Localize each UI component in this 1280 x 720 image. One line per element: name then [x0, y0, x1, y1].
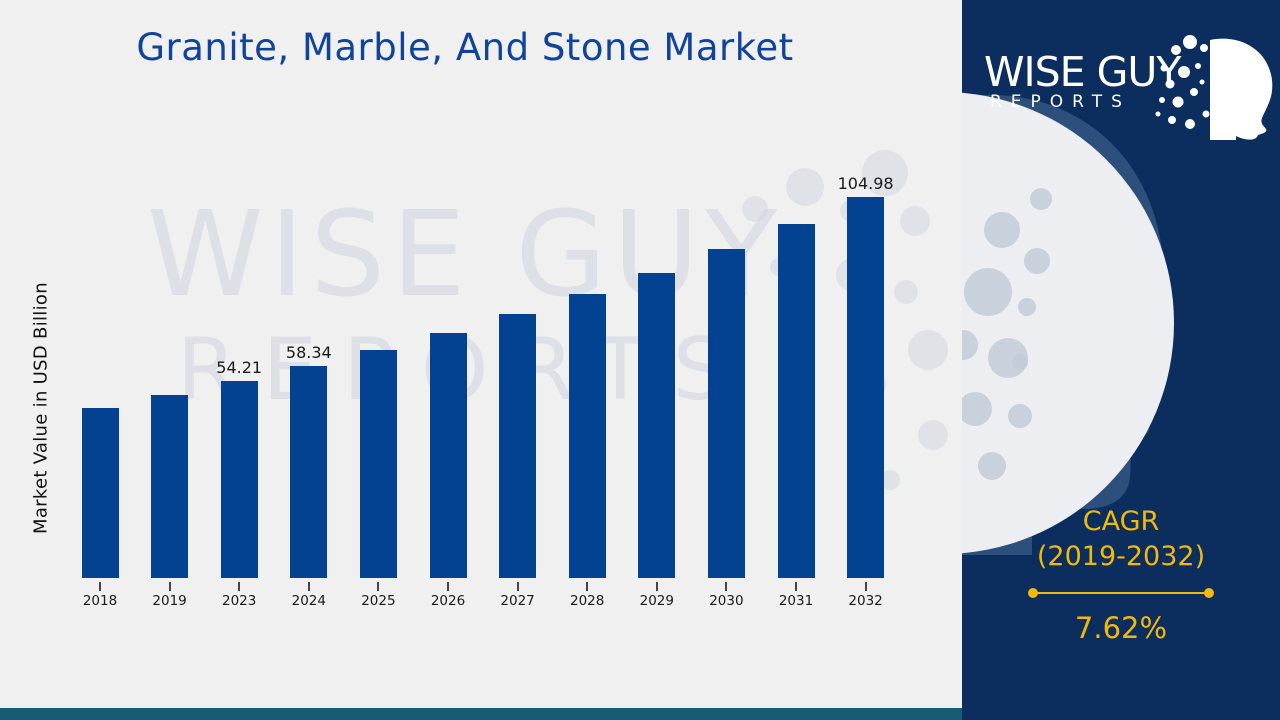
bar-2028	[568, 294, 606, 578]
bar-value-label-2024: 58.34	[285, 343, 332, 363]
bar-2024	[290, 366, 328, 578]
x-axis-tick-2023	[238, 582, 241, 591]
x-axis-tick-2032	[864, 582, 867, 591]
logo-head-dots-icon	[1155, 35, 1273, 140]
bar-2032	[847, 197, 885, 578]
x-axis-tick-2027	[516, 582, 519, 591]
brand-side-panel: WISE GUY REPORTS	[962, 0, 1280, 720]
bar-2023	[220, 381, 258, 578]
x-axis-tick-2024	[307, 582, 310, 591]
circle-bubble-cluster	[962, 92, 1174, 554]
logo-subtitle: REPORTS	[990, 92, 1131, 112]
x-axis-label-2027: 2027	[500, 593, 535, 609]
bar-value-label-2023: 54.21	[216, 358, 263, 378]
bar-2019	[151, 395, 189, 578]
x-axis-tick-2028	[586, 582, 589, 591]
x-axis-tick-2019	[168, 582, 171, 591]
cagr-label-line-2: (2019-2032)	[1036, 540, 1206, 572]
x-axis-label-2031: 2031	[778, 593, 814, 609]
x-axis-label-2024: 2024	[291, 593, 326, 609]
bar-2025	[359, 350, 397, 578]
bar-2018	[81, 408, 119, 578]
divider-line	[1033, 592, 1209, 595]
chart-title: Granite, Marble, And Stone Market	[136, 26, 794, 69]
x-axis-label-2019: 2019	[152, 593, 187, 609]
x-axis-tick-2031	[795, 582, 797, 591]
cagr-divider	[1028, 588, 1214, 599]
cagr-value: 7.62%	[1074, 611, 1168, 646]
x-axis-tick-2030	[725, 582, 728, 591]
x-axis-label-2018: 2018	[82, 593, 118, 609]
logo-wordmark: WISE GUY	[984, 48, 1181, 96]
x-axis-label-2028: 2028	[570, 593, 605, 609]
x-axis-label-2030: 2030	[709, 593, 744, 609]
chart-panel: WISE GUY REPORTS Granite, Marble, And St…	[0, 26, 962, 720]
bar-2027	[499, 314, 537, 578]
x-axis-tick-2025	[377, 582, 380, 591]
bar-value-label-2032: 104.98	[837, 174, 894, 194]
bar-2030	[707, 249, 745, 578]
x-axis-label-2023: 2023	[222, 593, 257, 609]
x-axis-tick-2018	[99, 582, 101, 591]
x-axis-tick-2029	[655, 582, 658, 591]
bar-2026	[429, 332, 467, 578]
cagr-block: CAGR (2019-2032) 7.62%	[962, 505, 1280, 645]
x-axis-label-2029: 2029	[639, 593, 674, 609]
bottom-accent-strip	[0, 708, 962, 720]
bar-2031	[777, 224, 815, 578]
y-axis-label: Market Value in USD Billion	[30, 282, 52, 534]
cagr-label-line-1: CAGR	[1082, 506, 1160, 537]
x-axis-tick-2026	[447, 582, 449, 591]
x-axis-label-2025: 2025	[361, 593, 396, 609]
x-axis-label-2032: 2032	[848, 593, 883, 609]
x-axis-label-2026: 2026	[430, 593, 466, 609]
brand-logo: WISE GUY REPORTS	[962, 26, 1280, 140]
bar-2029	[638, 272, 676, 578]
divider-dot-right	[1204, 588, 1214, 599]
